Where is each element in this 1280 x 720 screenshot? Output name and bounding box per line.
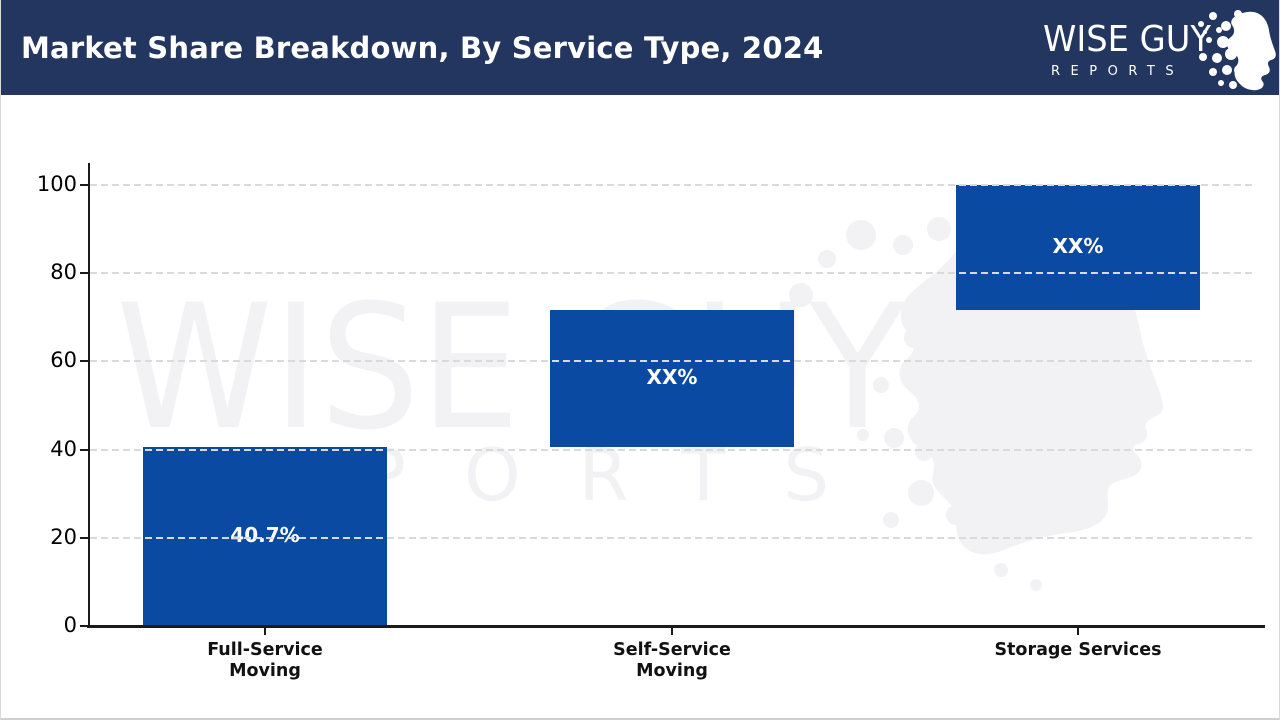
y-tick-label: 40 [50,436,77,461]
y-axis-tick [80,536,89,539]
y-tick-label: 0 [63,613,77,637]
y-tick-label: 20 [50,524,77,549]
bar-segment: XX% [956,185,1200,310]
y-axis-tick [80,272,89,275]
bar-segment: 40.7% [143,446,387,626]
logo-subtitle: REPORTS [1051,64,1184,79]
logo-wordmark: WISE GUY [1043,19,1212,60]
page-title: Market Share Breakdown, By Service Type,… [21,30,824,65]
x-axis-tick [264,627,266,635]
bar-segment: XX% [550,309,794,447]
y-tick-label: 60 [50,348,77,373]
y-gridline [90,448,1254,451]
wise-guy-reports-logo: WISE GUY REPORTS [1043,10,1276,91]
y-axis-tick [80,625,89,627]
y-axis-tick [80,360,89,363]
y-axis-tick [80,184,89,186]
y-tick-label: 80 [50,260,77,285]
logo-face-dots-icon [1198,10,1276,91]
x-category-label: Full-Service Moving [207,640,323,681]
y-gridline [90,272,1254,275]
y-gridline [90,360,1254,363]
y-axis-tick [80,448,89,451]
y-tick-label: 100 [36,172,77,196]
x-axis-tick [671,627,673,635]
y-gridline [90,184,1254,186]
bar-value-label: 40.7% [230,523,300,548]
bar-value-label: XX% [646,365,698,390]
x-category-label: Self-Service Moving [613,640,731,681]
x-axis-tick [1077,627,1079,635]
x-axis-line [87,625,1265,628]
logo-face-profile-icon [1226,11,1276,91]
bar-value-label: XX% [1052,234,1104,259]
y-axis-line [88,163,90,627]
header-bar: Market Share Breakdown, By Service Type,… [1,0,1279,95]
y-gridline [90,536,1254,539]
chart-plot-area: WISE GUY REPORTS [1,95,1279,718]
x-category-label: Storage Services [994,640,1162,660]
